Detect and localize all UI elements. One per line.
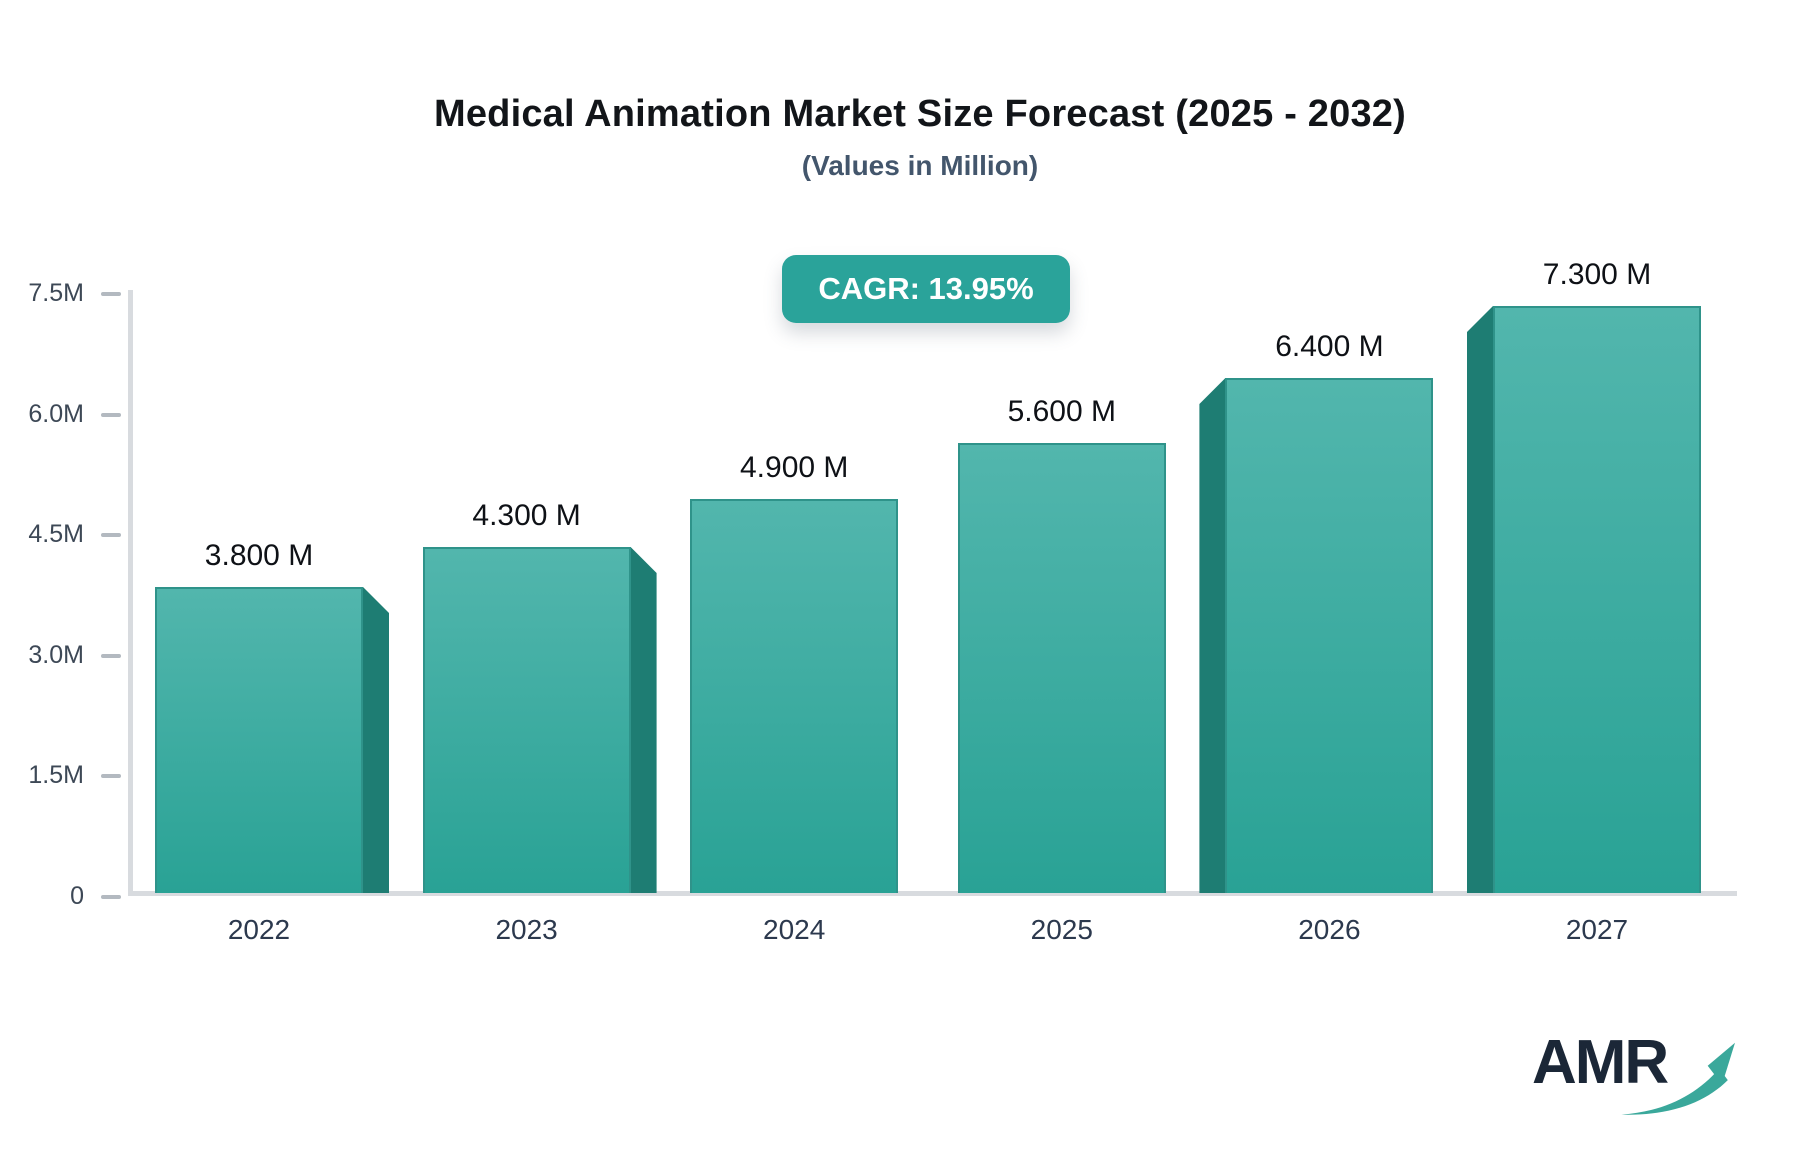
- y-axis-tick-label: 6.0M: [28, 399, 84, 428]
- x-axis-label-2022: 2022: [227, 914, 291, 945]
- growth-arrow-icon: [1621, 1042, 1735, 1115]
- x-axis-label-2027: 2027: [1565, 914, 1629, 945]
- x-axis-label-2024: 2024: [763, 914, 826, 945]
- bar-side-face: [1467, 306, 1493, 893]
- bar-face: [1225, 378, 1434, 893]
- bar-face: [422, 547, 631, 893]
- bar-value-label: 5.600 M: [1007, 395, 1116, 428]
- bar-value-label: 4.900 M: [739, 451, 849, 484]
- bar-value-label: 3.800 M: [204, 539, 314, 572]
- bar-face: [957, 443, 1166, 893]
- bar-2025: [957, 443, 1166, 893]
- y-axis-tick-mark: [101, 412, 121, 417]
- chart-subtitle: (Values in Million): [801, 150, 1039, 181]
- bar-2023: [422, 547, 657, 893]
- x-axis-line: [128, 891, 1737, 896]
- x-axis-label-2023: 2023: [495, 914, 558, 945]
- y-axis-tick-label: 1.5M: [28, 761, 84, 790]
- bar-side-face: [363, 587, 389, 893]
- bar-value-label: 6.400 M: [1275, 330, 1384, 363]
- bar-value-label: 4.300 M: [472, 499, 581, 532]
- bar-face: [1493, 306, 1701, 893]
- y-axis-tick-mark: [101, 292, 121, 296]
- bar-2026: [1199, 378, 1434, 893]
- y-axis-tick-mark: [101, 774, 121, 779]
- cagr-badge: CAGR: 13.95%: [782, 255, 1070, 323]
- y-axis-line: [128, 290, 133, 895]
- bar-face: [155, 587, 363, 893]
- bar-value-label: 7.300 M: [1542, 258, 1652, 291]
- amr-logo: AMR: [1532, 1032, 1792, 1137]
- bar-2022: [155, 587, 389, 893]
- x-axis-label-2026: 2026: [1298, 914, 1361, 945]
- bar-side-face: [1199, 378, 1226, 893]
- amr-logo-text: AMR: [1532, 1028, 1669, 1097]
- chart-title: Medical Animation Market Size Forecast (…: [433, 93, 1406, 135]
- y-axis-tick-mark: [101, 895, 121, 899]
- bar-2024: [690, 499, 899, 893]
- y-axis-tick-label: 4.5M: [28, 520, 84, 549]
- bar-side-face: [630, 547, 657, 893]
- x-axis-label-2025: 2025: [1030, 914, 1093, 945]
- y-axis-tick-label: 0: [70, 882, 84, 910]
- bar-2027: [1467, 306, 1701, 893]
- y-axis-tick-mark: [101, 653, 121, 658]
- bar-face: [690, 499, 899, 893]
- y-axis-tick-label: 7.5M: [28, 279, 84, 307]
- y-axis-tick-label: 3.0M: [28, 640, 84, 669]
- y-axis-tick-mark: [101, 533, 121, 538]
